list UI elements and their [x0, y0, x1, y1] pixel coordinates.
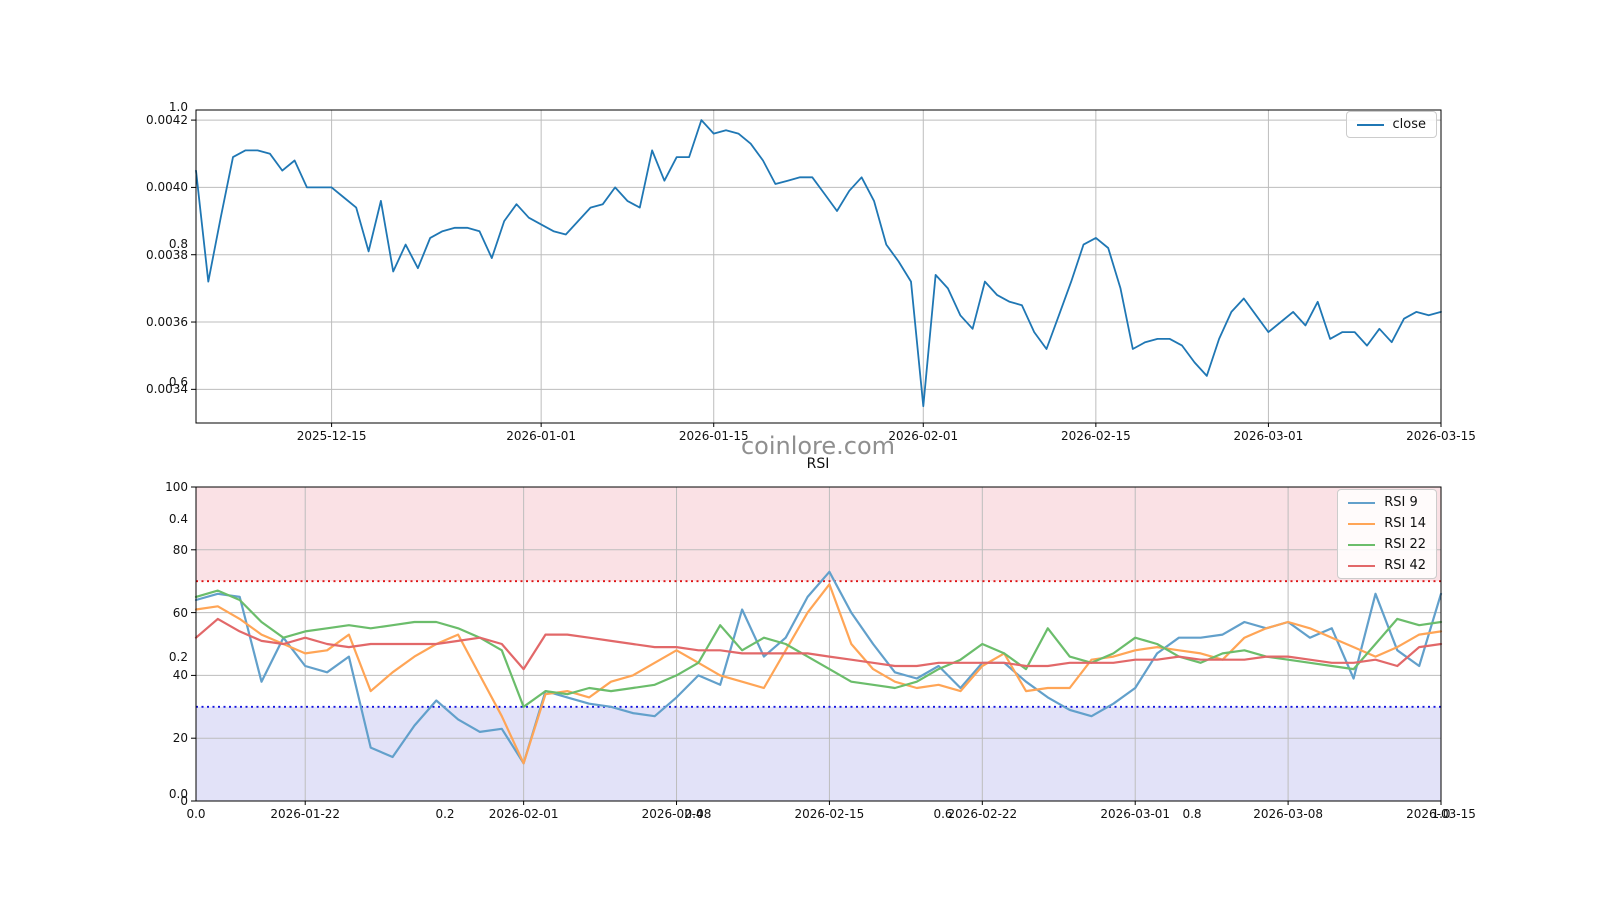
y-tick-label: 0 — [180, 794, 188, 808]
series-rsi-14 — [194, 583, 1443, 765]
legend-line-swatch — [1348, 501, 1376, 504]
x-tick-label: 2026-03-01 — [1100, 807, 1171, 821]
rsi-panel-title: RSI — [806, 456, 830, 472]
legend-item-rsi-42: RSI 42 — [1348, 557, 1426, 574]
x-tick-label: 2026-01-15 — [678, 429, 749, 443]
legend-label: RSI 22 — [1384, 537, 1426, 552]
y-tick-label: 40 — [172, 668, 188, 683]
series-rsi-9 — [194, 570, 1443, 765]
y-tick-label: 0.0034 — [146, 382, 188, 397]
x-tick-label: 2026-02-08 — [641, 807, 712, 821]
overlay-y-tick-label: 0.0 — [168, 787, 188, 801]
y-tick-label: 20 — [172, 731, 188, 746]
overlay-x-tick-label: 1.0 — [1431, 807, 1451, 821]
y-tick-label: 60 — [172, 605, 188, 620]
overlay-y-tick-label: 0.2 — [168, 649, 188, 664]
x-tick-label: 2026-01-01 — [506, 429, 577, 443]
overlay-y-tick-label: 0.8 — [168, 237, 188, 252]
x-tick-label: 2026-02-01 — [888, 429, 959, 443]
legend-label: RSI 9 — [1384, 495, 1418, 510]
legend-item-rsi-14: RSI 14 — [1348, 515, 1426, 532]
legend-rsi: RSI 9 RSI 14 RSI 22 RSI 42 — [1337, 489, 1437, 579]
legend-label: RSI 42 — [1384, 558, 1426, 573]
overbought-band — [196, 487, 1441, 582]
x-tick-label: 2026-03-08 — [1253, 807, 1323, 821]
legend-item-rsi-9: RSI 9 — [1348, 494, 1426, 511]
overlay-y-tick-label: 0.4 — [168, 512, 188, 527]
series-close — [195, 119, 1442, 408]
overlay-y-tick-label: 0.6 — [168, 374, 188, 389]
x-tick-label: 2026-02-15 — [794, 807, 865, 821]
overlay-x-tick-label: 0.4 — [684, 807, 704, 821]
series-rsi-22 — [194, 589, 1443, 708]
legend-close: close — [1345, 111, 1437, 138]
overlay-x-tick-label: 0.0 — [186, 807, 206, 821]
x-tick-label: 2026-03-01 — [1233, 429, 1304, 443]
legend-line-swatch — [1348, 522, 1376, 525]
legend-line-swatch — [1348, 564, 1376, 567]
x-tick-label: 2025-12-15 — [296, 429, 367, 443]
oversold-band — [196, 706, 1441, 801]
y-tick-label: 0.0036 — [146, 315, 188, 330]
x-tick-label: 2026-01-22 — [270, 807, 341, 821]
y-tick-label: 0.0038 — [146, 247, 188, 262]
legend-item-rsi-22: RSI 22 — [1348, 536, 1426, 553]
overlay-y-tick-label: 1.0 — [168, 100, 188, 114]
legend-label: close — [1392, 117, 1426, 132]
watermark: coinlore.com — [740, 432, 896, 460]
y-tick-label: 80 — [172, 542, 188, 557]
x-tick-label: 2026-02-01 — [488, 807, 559, 821]
series-rsi-42 — [194, 617, 1443, 671]
legend-item-close: close — [1356, 116, 1426, 133]
y-tick-label: 0.0040 — [146, 180, 188, 195]
overlay-x-tick-label: 0.2 — [435, 807, 455, 821]
y-tick-label: 0.0042 — [146, 113, 188, 128]
x-tick-label: 2026-02-22 — [947, 807, 1018, 821]
legend-line-swatch — [1348, 543, 1376, 546]
x-tick-label: 2026-03-15 — [1406, 807, 1476, 821]
x-tick-label: 2026-03-15 — [1406, 429, 1476, 443]
legend-line-swatch — [1356, 123, 1384, 126]
overlay-x-tick-label: 0.6 — [933, 807, 953, 821]
x-tick-label: 2026-02-15 — [1060, 429, 1131, 443]
legend-label: RSI 14 — [1384, 516, 1426, 531]
y-tick-label: 100 — [165, 480, 188, 494]
overlay-x-tick-label: 0.8 — [1182, 807, 1202, 821]
